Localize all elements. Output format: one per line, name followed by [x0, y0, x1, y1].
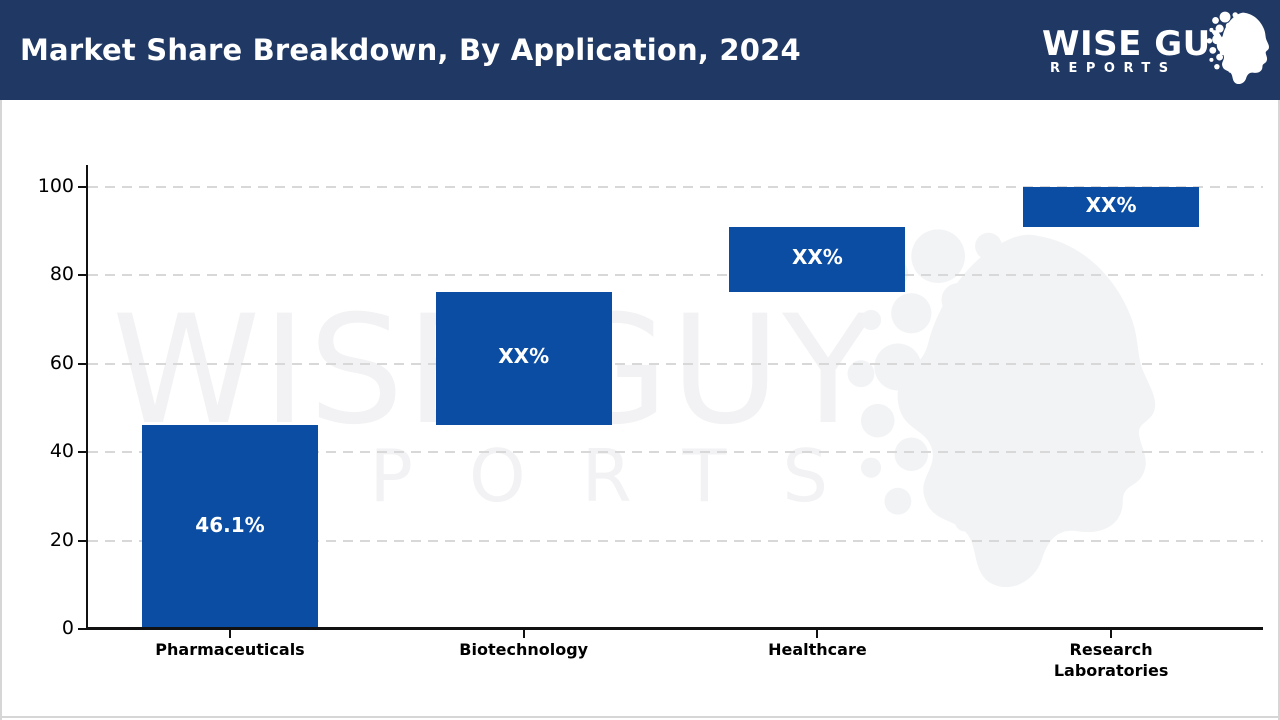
gridline-20 [88, 539, 1263, 542]
y-tick-label-80: 80 [49, 263, 74, 286]
y-tick-label-100: 100 [37, 175, 74, 197]
y-tick-label-0: 0 [61, 617, 74, 639]
watermark-head-icon [847, 229, 1156, 588]
x-tick-1 [522, 630, 525, 638]
logo-wordmark: WISE GUY [1042, 24, 1236, 64]
bar-0 [142, 425, 318, 629]
x-category-label-2: Healthcare [768, 640, 867, 659]
logo-subtitle: REPORTS [1050, 61, 1177, 76]
gridline-80 [88, 274, 1263, 277]
y-tick-label-20: 20 [49, 528, 74, 551]
page-right-border [1278, 100, 1280, 720]
x-axis-spine [86, 627, 1263, 630]
y-tick-0 [78, 628, 86, 630]
wiseguy-logo: WISE GUY REPORTS [1020, 0, 1280, 100]
x-tick-2 [816, 630, 819, 638]
y-tick-label-40: 40 [49, 440, 74, 463]
page-left-border [0, 100, 2, 720]
bar-value-label-0: 46.1% [195, 513, 265, 538]
x-category-label-0: Pharmaceuticals [155, 640, 305, 659]
y-axis-spine [86, 165, 88, 630]
x-tick-3 [1110, 630, 1113, 638]
bar-2 [729, 226, 906, 292]
y-tick-20 [78, 539, 86, 542]
bar-3 [1023, 187, 1200, 227]
bar-value-label-3: XX% [1085, 192, 1137, 217]
gridline-60 [88, 362, 1263, 365]
y-tick-80 [78, 274, 86, 277]
wiseguy-head-icon [1206, 11, 1270, 85]
bar-1 [435, 291, 612, 426]
x-category-label-3: Research Laboratories [1053, 640, 1169, 680]
bar-value-label-2: XX% [791, 245, 843, 270]
gridline-100 [88, 186, 1263, 188]
x-category-label-1: Biotechnology [459, 640, 589, 659]
x-tick-0 [229, 630, 231, 638]
page-bottom-border [0, 716, 1280, 718]
y-tick-100 [78, 186, 86, 188]
header-band: Market Share Breakdown, By Application, … [0, 0, 1280, 100]
gridline-40 [88, 451, 1263, 454]
y-tick-60 [78, 362, 86, 365]
y-tick-40 [78, 451, 86, 454]
page-title: Market Share Breakdown, By Application, … [20, 33, 801, 67]
bar-value-label-1: XX% [498, 344, 550, 369]
y-tick-label-60: 60 [49, 351, 74, 374]
